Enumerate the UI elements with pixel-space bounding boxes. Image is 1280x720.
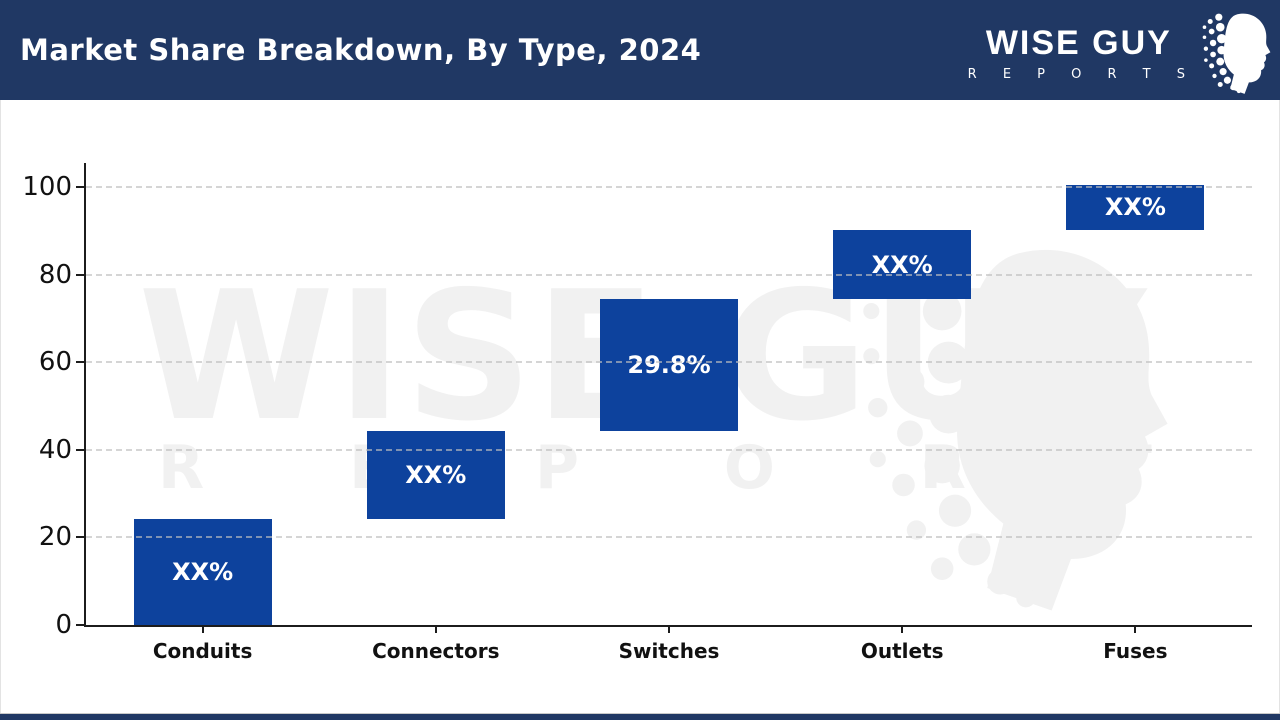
y-tick-label: 100 <box>22 172 72 203</box>
page-title: Market Share Breakdown, By Type, 2024 <box>20 33 702 67</box>
x-axis-label-outlets: Outlets <box>860 639 944 663</box>
y-tick-label: 40 <box>38 434 72 465</box>
x-axis-label-conduits: Conduits <box>152 639 253 663</box>
y-tick-mark-100 <box>76 186 84 189</box>
gridline-40 <box>86 448 1252 451</box>
bar-value-label: XX% <box>405 460 467 489</box>
x-tick-mark-switches <box>668 625 670 633</box>
x-axis-label-fuses: Fuses <box>1103 639 1168 663</box>
bar-fuses: XX% <box>1066 184 1205 230</box>
y-tick-mark-60 <box>76 361 84 364</box>
gridline-20 <box>86 536 1252 539</box>
bar-connectors: XX% <box>366 430 505 519</box>
x-tick-mark-connectors <box>434 625 437 633</box>
gridline-80 <box>86 273 1252 276</box>
logo-wordmark: WISE GUY <box>985 24 1172 62</box>
bar-conduits: XX% <box>133 518 272 625</box>
footer-bar <box>0 714 1280 720</box>
y-tick-mark-80 <box>76 273 84 276</box>
plot-area: 0 20 40 60 80 100 XX% Conduits XX% Connectors 29.8… <box>22 163 1252 663</box>
x-axis-label-switches: Switches <box>618 639 720 663</box>
y-tick-mark-0 <box>76 624 84 626</box>
logo-text: WISE GUY R E P O R T S <box>962 24 1196 82</box>
gridline-100 <box>86 186 1252 189</box>
y-tick-mark-20 <box>76 536 84 539</box>
logo-subtitle: R E P O R T S <box>967 67 1196 82</box>
x-tick-mark-outlets <box>901 625 904 633</box>
bar-outlets: XX% <box>833 230 972 300</box>
y-tick-mark-40 <box>76 448 84 451</box>
header-bar: Market Share Breakdown, By Type, 2024 WI… <box>0 0 1280 100</box>
bar-switches: 29.8% <box>600 299 738 431</box>
x-tick-mark-fuses <box>1134 625 1137 633</box>
logo-head-icon <box>1200 10 1272 96</box>
left-edge-border <box>0 100 1 713</box>
y-tick-label: 60 <box>38 347 72 378</box>
gridline-60 <box>86 361 1252 364</box>
x-tick-mark-conduits <box>201 625 204 633</box>
y-axis-line <box>84 163 86 625</box>
bar-value-label: XX% <box>172 557 234 586</box>
bar-value-label: 29.8% <box>627 350 711 379</box>
footer-divider <box>0 713 1280 714</box>
wise-guy-logo: WISE GUY R E P O R T S <box>962 10 1272 96</box>
y-tick-label: 20 <box>38 522 72 553</box>
bar-value-label: XX% <box>1104 193 1166 222</box>
x-axis-label-connectors: Connectors <box>372 639 500 663</box>
y-tick-label: 80 <box>38 259 72 290</box>
y-tick-label: 0 <box>55 610 72 640</box>
